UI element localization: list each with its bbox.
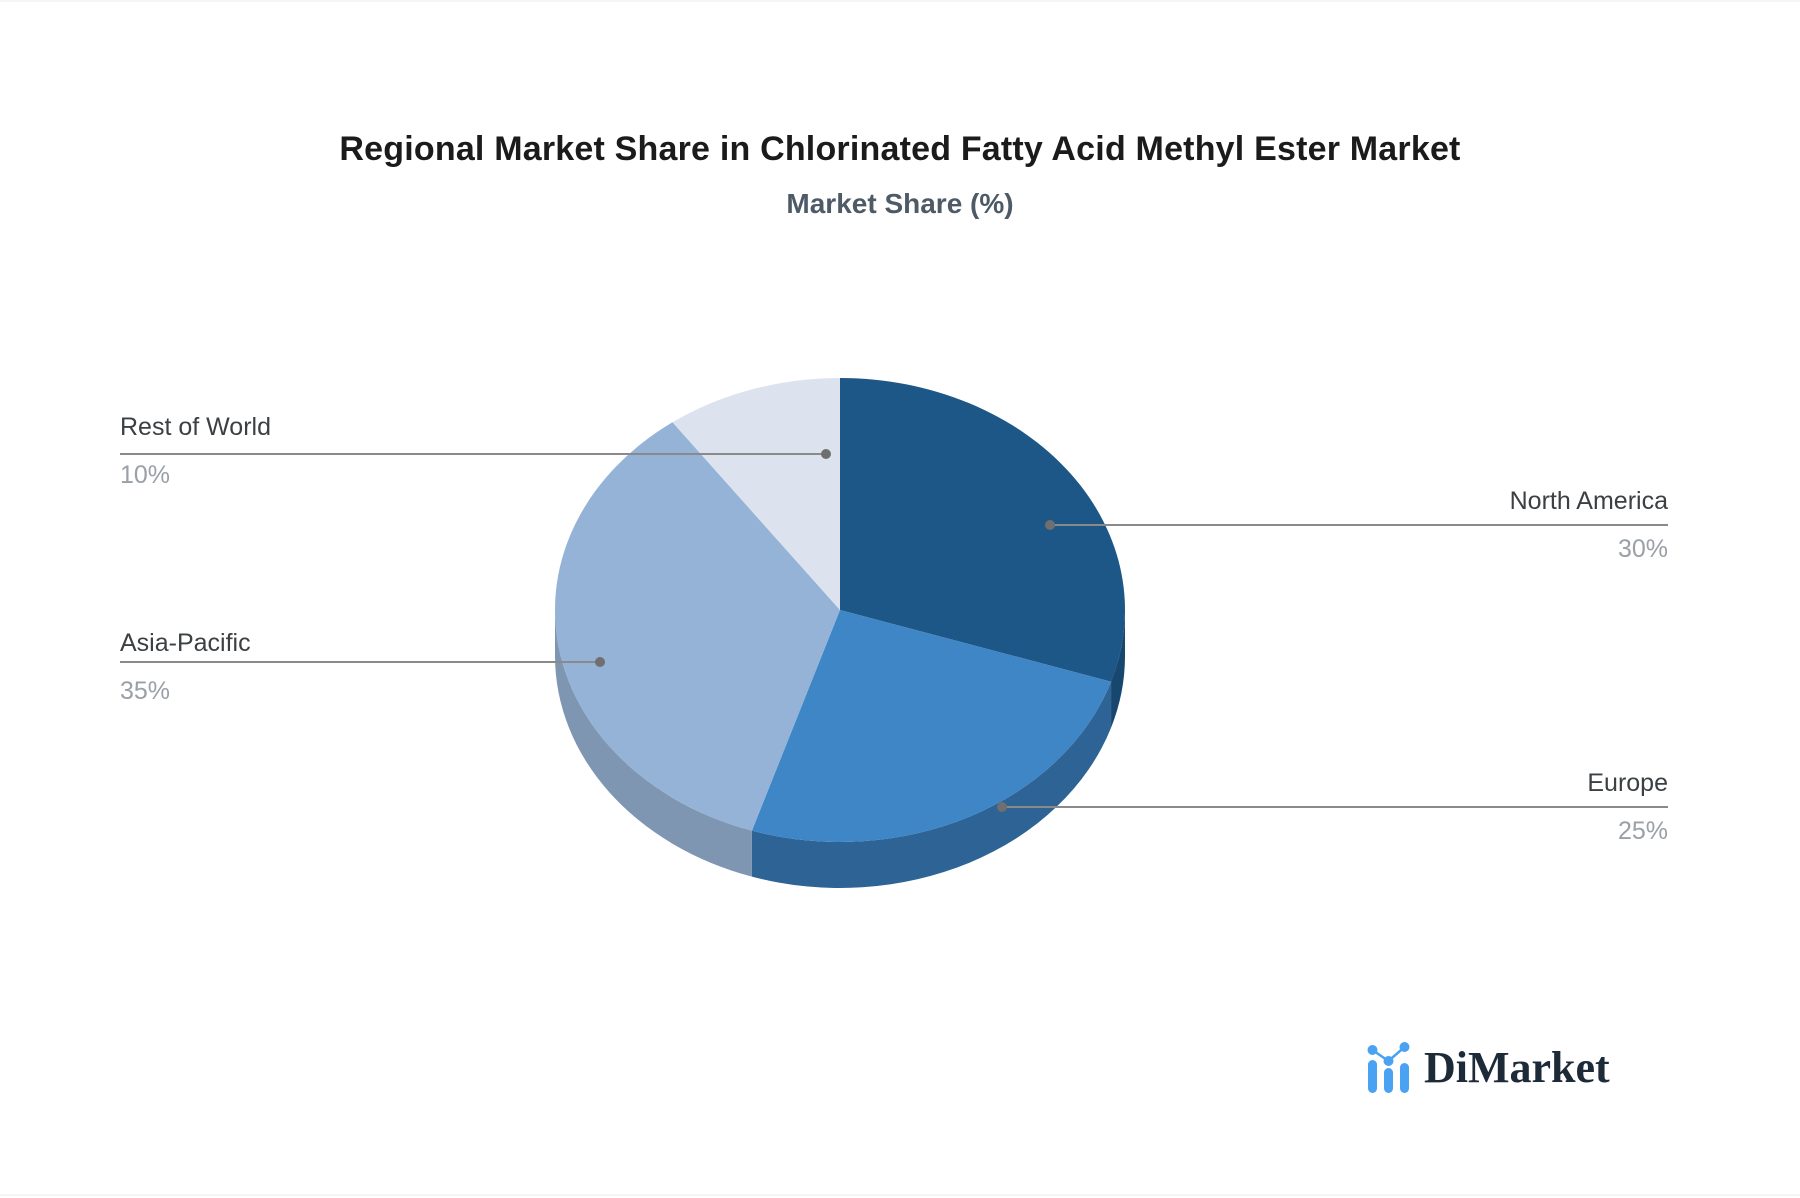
slice-percent: 25% (1617, 817, 1668, 845)
slice-label: Asia-Pacific (120, 629, 251, 657)
brand-name: DiMarket (1424, 1042, 1610, 1092)
slice-percent: 10% (120, 461, 171, 489)
slice-label: Europe (1587, 769, 1668, 797)
callout-asia-pacific: Asia-Pacific 35% (120, 628, 251, 706)
slice-percent: 35% (120, 677, 171, 705)
bar-line-chart-logo-icon (1367, 1042, 1410, 1093)
callout-rest-of-world: Rest of World 10% (120, 412, 271, 490)
brand-logo: DiMarket (1366, 1040, 1610, 1094)
slice-percent: 30% (1617, 535, 1668, 563)
slice-label: North America (1509, 487, 1668, 515)
chart-title: Regional Market Share in Chlorinated Fat… (339, 130, 1461, 168)
chart-subtitle: Market Share (%) (786, 188, 1014, 219)
callout-north-america: North America 30% (1510, 486, 1668, 564)
slice-label: Rest of World (120, 413, 271, 441)
callout-europe: Europe 25% (1587, 768, 1668, 846)
